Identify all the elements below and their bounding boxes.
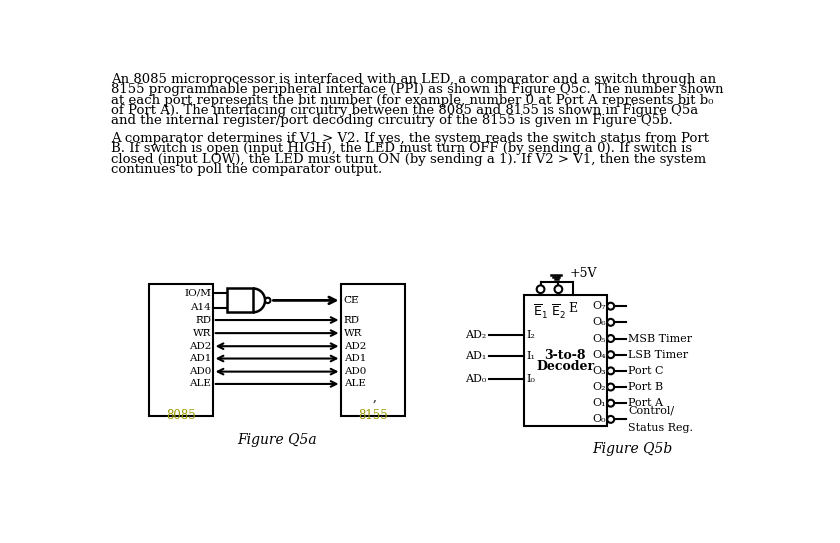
Text: O₇: O₇ [592,301,606,311]
Text: AD₁: AD₁ [465,351,486,361]
Text: continues to poll the comparator output.: continues to poll the comparator output. [111,163,382,176]
Text: Control/: Control/ [628,406,675,415]
Text: 8155 programmable peripheral interface (PPI) as shown in Figure Q5c. The number : 8155 programmable peripheral interface (… [111,83,724,96]
Text: W̅R̅: W̅R̅ [344,329,362,338]
Circle shape [607,335,614,342]
Text: An 8085 microprocessor is interfaced with an LED, a comparator and a switch thro: An 8085 microprocessor is interfaced wit… [111,73,717,86]
Text: Port A: Port A [628,398,663,408]
Text: closed (input LOW), the LED must turn ON (by sending a 1). If V2 > V1, then the : closed (input LOW), the LED must turn ON… [111,153,706,166]
Text: O₂: O₂ [592,382,606,392]
Circle shape [607,302,614,310]
Text: Port B: Port B [628,382,664,392]
Circle shape [607,368,614,374]
Text: E: E [569,302,578,315]
Text: AD₂: AD₂ [465,330,486,340]
Circle shape [537,286,544,293]
Text: O₅: O₅ [592,333,606,344]
Text: AD₀: AD₀ [465,374,486,384]
Text: Status Reg.: Status Reg. [628,423,693,433]
Text: ALE: ALE [344,380,365,388]
Text: O₆: O₆ [592,317,606,327]
Text: B. If switch is open (input HIGH), the LED must turn OFF (by sending a 0). If sw: B. If switch is open (input HIGH), the L… [111,142,692,155]
Text: AD2: AD2 [344,342,366,351]
Text: I₁: I₁ [527,351,535,361]
Text: I₀: I₀ [527,374,535,384]
Text: R̅D̅: R̅D̅ [344,315,360,325]
Text: R̅D̅: R̅D̅ [195,315,211,325]
Text: Port C: Port C [628,366,664,376]
Text: 3-to-8: 3-to-8 [544,349,586,362]
Text: AD2: AD2 [189,342,211,351]
Circle shape [265,298,270,303]
Circle shape [554,286,562,293]
Text: $\overline{\mathrm{E}}_1$: $\overline{\mathrm{E}}_1$ [533,302,548,320]
Text: A comparator determines if V1 > V2. If yes, the system reads the switch status f: A comparator determines if V1 > V2. If y… [111,132,709,145]
Text: A14: A14 [191,303,211,312]
Bar [150,284,213,416]
Text: O₁: O₁ [592,398,606,408]
Bar [523,295,607,426]
Text: LSB Timer: LSB Timer [628,350,688,359]
Text: Figure Q5b: Figure Q5b [592,443,672,457]
Text: and the internal register/port decoding circuitry of the 8155 is given in Figure: and the internal register/port decoding … [111,115,673,128]
Text: AD0: AD0 [344,367,366,376]
Text: ALE: ALE [189,380,211,388]
Text: O₀: O₀ [592,414,606,425]
Circle shape [607,416,614,423]
Circle shape [607,319,614,326]
Text: AD0: AD0 [189,367,211,376]
Circle shape [607,351,614,358]
Text: MSB Timer: MSB Timer [628,333,692,344]
Text: O₄: O₄ [592,350,606,359]
Text: ,: , [373,390,376,403]
Text: Figure Q5a: Figure Q5a [237,433,317,447]
Text: 8085: 8085 [166,409,196,422]
Circle shape [607,400,614,407]
Circle shape [607,383,614,390]
Bar [227,288,253,312]
Text: $\overline{\mathrm{E}}_2$: $\overline{\mathrm{E}}_2$ [551,302,565,320]
Text: AD1: AD1 [344,354,366,363]
Text: C̅E̅: C̅E̅ [344,296,360,305]
Text: O₃: O₃ [592,366,606,376]
Text: of Port A). The interfacing circuitry between the 8085 and 8155 is shown in Figu: of Port A). The interfacing circuitry be… [111,104,698,117]
Text: AD1: AD1 [189,354,211,363]
Text: at each port represents the bit number (for example, number 0 at Port A represen: at each port represents the bit number (… [111,93,714,106]
Text: IO/M̅: IO/M̅ [184,288,211,298]
Text: Decoder: Decoder [536,359,595,372]
Text: +5V: +5V [570,267,597,280]
Text: W̅R̅: W̅R̅ [193,329,211,338]
Bar [341,284,405,416]
Text: 8155: 8155 [359,409,388,422]
Text: I₂: I₂ [527,330,535,340]
